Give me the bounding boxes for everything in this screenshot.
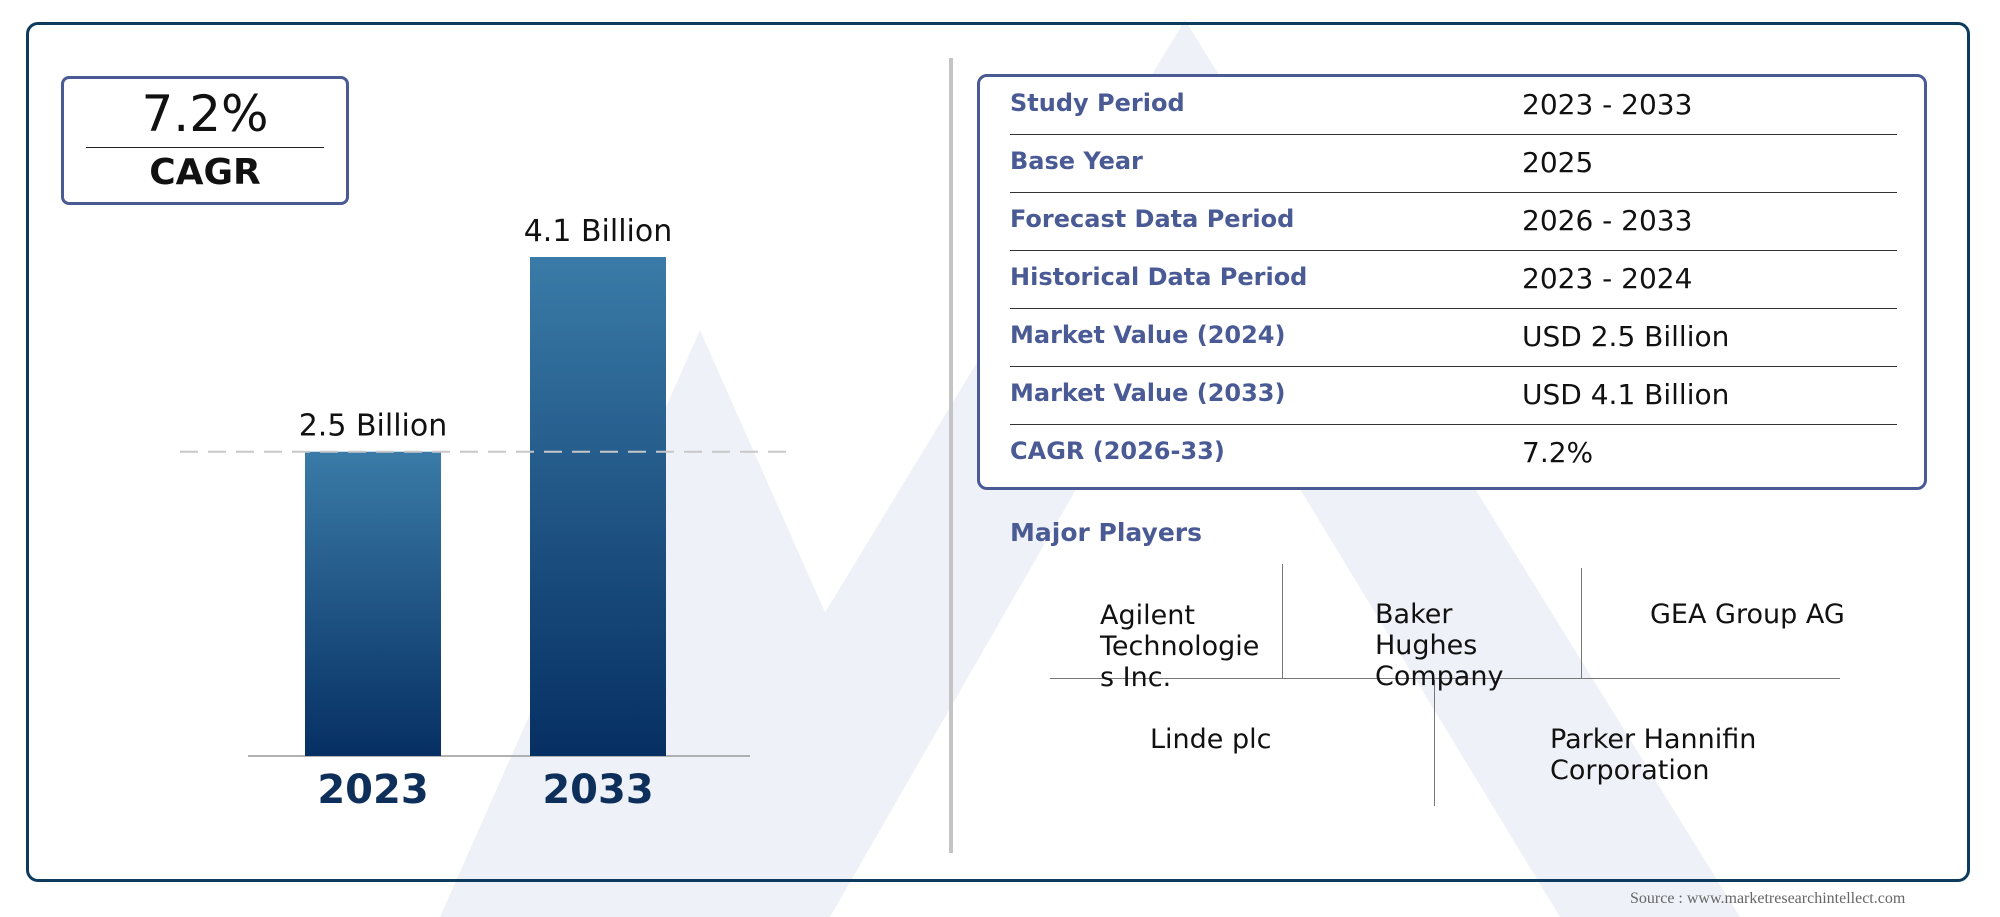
cagr-divider — [86, 147, 324, 148]
players-divider — [1581, 568, 1582, 678]
row-separator — [1010, 424, 1897, 425]
player-linde: Linde plc — [1150, 724, 1272, 755]
info-row-base-year: Base Year 2025 — [1010, 135, 1897, 193]
info-row-historical-period: Historical Data Period 2023 - 2024 — [1010, 251, 1897, 309]
info-key: Historical Data Period — [1010, 263, 1308, 291]
player-agilent: Agilent Technologie s Inc. — [1100, 600, 1260, 693]
players-divider — [1434, 680, 1435, 806]
info-key: Market Value (2033) — [1010, 379, 1286, 407]
source-credit: Source : www.marketresearchintellect.com — [1630, 890, 1906, 907]
info-key: Market Value (2024) — [1010, 321, 1286, 349]
info-key: Study Period — [1010, 89, 1185, 117]
info-key: CAGR (2026-33) — [1010, 437, 1225, 465]
info-row-cagr: CAGR (2026-33) 7.2% — [1010, 425, 1897, 483]
bar-2033 — [530, 257, 666, 756]
market-value-bar-chart: 2.5 Billion 2023 4.1 Billion 2033 — [180, 214, 790, 813]
row-separator — [1010, 192, 1897, 193]
row-separator — [1010, 134, 1897, 135]
section-divider — [949, 58, 953, 853]
info-value: 2023 - 2024 — [1522, 262, 1693, 295]
content-frame — [26, 22, 1970, 882]
cagr-value: 7.2% — [141, 85, 269, 143]
player-gea-group: GEA Group AG — [1650, 599, 1845, 630]
row-separator — [1010, 250, 1897, 251]
x-tick-label-2033: 2033 — [542, 767, 653, 813]
data-label-2033: 4.1 Billion — [524, 214, 673, 249]
player-baker-hughes: Baker Hughes Company — [1375, 599, 1504, 692]
info-row-market-value-2024: Market Value (2024) USD 2.5 Billion — [1010, 309, 1897, 367]
row-separator — [1010, 366, 1897, 367]
info-value: 2023 - 2033 — [1522, 88, 1693, 121]
players-divider — [1282, 564, 1283, 678]
info-value: USD 2.5 Billion — [1522, 320, 1730, 353]
info-key: Forecast Data Period — [1010, 205, 1295, 233]
info-value: 2026 - 2033 — [1522, 204, 1693, 237]
data-label-2023: 2.5 Billion — [299, 409, 448, 444]
info-key: Base Year — [1010, 147, 1143, 175]
players-divider — [1050, 678, 1840, 679]
info-value: 2025 — [1522, 146, 1594, 179]
row-separator — [1010, 308, 1897, 309]
info-value: USD 4.1 Billion — [1522, 378, 1730, 411]
player-parker-hannifin: Parker Hannifin Corporation — [1550, 724, 1757, 786]
x-tick-label-2023: 2023 — [317, 767, 428, 813]
info-row-study-period: Study Period 2023 - 2033 — [1010, 77, 1897, 135]
info-row-forecast-period: Forecast Data Period 2026 - 2033 — [1010, 193, 1897, 251]
info-value: 7.2% — [1522, 436, 1594, 469]
info-row-market-value-2033: Market Value (2033) USD 4.1 Billion — [1010, 367, 1897, 425]
major-players-title: Major Players — [1010, 518, 1202, 547]
cagr-badge: 7.2% CAGR — [61, 76, 349, 205]
cagr-label: CAGR — [149, 152, 261, 193]
market-info-table: Study Period 2023 - 2033 Base Year 2025 … — [977, 74, 1927, 490]
bar-2023 — [305, 451, 441, 756]
